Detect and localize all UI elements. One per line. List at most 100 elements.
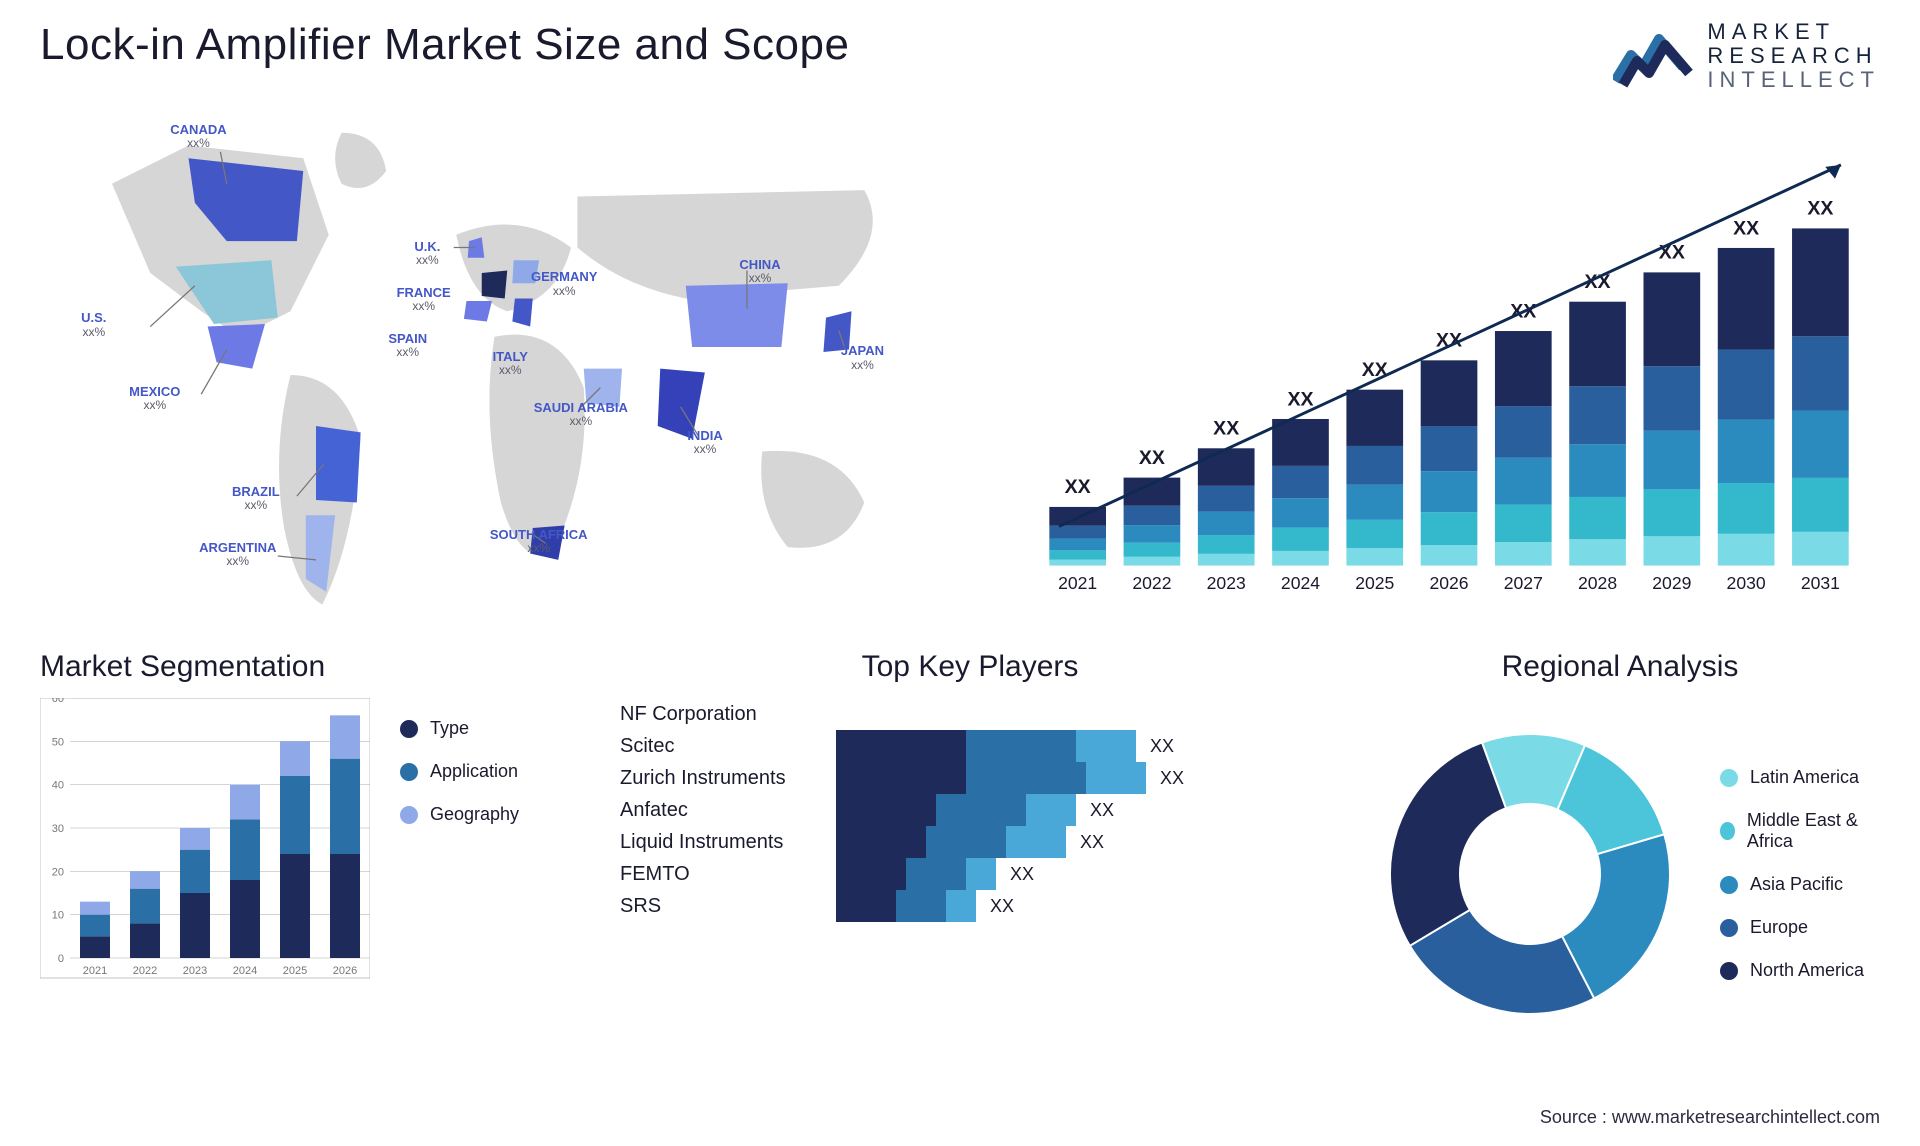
svg-text:2022: 2022 bbox=[133, 965, 157, 977]
map-label-italy: ITALYxx% bbox=[493, 350, 528, 377]
svg-text:XX: XX bbox=[1807, 198, 1833, 220]
key-player-bar-row: XX bbox=[836, 794, 1320, 826]
legend-label: Middle East & Africa bbox=[1747, 810, 1880, 852]
regional-legend-item: Asia Pacific bbox=[1720, 874, 1880, 895]
legend-swatch bbox=[400, 720, 418, 738]
svg-text:30: 30 bbox=[52, 823, 64, 835]
key-player-value: XX bbox=[1150, 736, 1174, 757]
key-player-bar-row: XX bbox=[836, 858, 1320, 890]
map-label-argentina: ARGENTINAxx% bbox=[199, 541, 276, 568]
legend-label: Asia Pacific bbox=[1750, 874, 1843, 895]
svg-text:20: 20 bbox=[52, 866, 64, 878]
logo-line1: MARKET bbox=[1707, 20, 1880, 44]
logo-line2: RESEARCH bbox=[1707, 44, 1880, 68]
legend-label: Geography bbox=[430, 804, 519, 825]
legend-swatch bbox=[1720, 962, 1738, 980]
svg-text:50: 50 bbox=[52, 736, 64, 748]
svg-text:60: 60 bbox=[52, 698, 64, 705]
key-player-name: FEMTO bbox=[620, 863, 820, 886]
map-label-china: CHINAxx% bbox=[739, 258, 780, 285]
key-player-value: XX bbox=[1160, 768, 1184, 789]
svg-text:XX: XX bbox=[1287, 388, 1313, 410]
key-player-bar-row: XX bbox=[836, 890, 1320, 922]
legend-label: North America bbox=[1750, 960, 1864, 981]
legend-label: Latin America bbox=[1750, 767, 1859, 788]
map-label-saudiarabia: SAUDI ARABIAxx% bbox=[534, 401, 628, 428]
key-player-name: Liquid Instruments bbox=[620, 831, 820, 854]
map-label-spain: SPAINxx% bbox=[388, 332, 427, 359]
segmentation-legend-item: Type bbox=[400, 718, 580, 739]
key-player-bar-row bbox=[836, 698, 1320, 730]
svg-text:2025: 2025 bbox=[1355, 573, 1394, 593]
map-label-brazil: BRAZILxx% bbox=[232, 485, 280, 512]
segmentation-legend: Type Application Geography bbox=[400, 698, 580, 998]
regional-title: Regional Analysis bbox=[1360, 650, 1880, 684]
legend-swatch bbox=[400, 806, 418, 824]
header: Lock-in Amplifier Market Size and Scope … bbox=[40, 0, 1880, 120]
key-player-value: XX bbox=[1090, 800, 1114, 821]
source-footer: Source : www.marketresearchintellect.com bbox=[1540, 1107, 1880, 1128]
regional-legend-item: North America bbox=[1720, 960, 1880, 981]
svg-text:2021: 2021 bbox=[83, 965, 107, 977]
logo-line3: INTELLECT bbox=[1707, 68, 1880, 92]
key-player-value: XX bbox=[1080, 832, 1104, 853]
segmentation-panel: Market Segmentation 0102030405060 202120… bbox=[40, 650, 580, 1050]
map-label-uk: U.K.xx% bbox=[414, 240, 440, 267]
key-player-bar-row: XX bbox=[836, 762, 1320, 794]
regional-donut bbox=[1380, 724, 1680, 1024]
svg-text:40: 40 bbox=[52, 780, 64, 792]
legend-label: Type bbox=[430, 718, 469, 739]
svg-text:XX: XX bbox=[1065, 476, 1091, 498]
svg-text:2031: 2031 bbox=[1801, 573, 1840, 593]
svg-text:0: 0 bbox=[58, 953, 64, 965]
regional-legend-item: Latin America bbox=[1720, 767, 1880, 788]
trend-svg: XX2021XX2022XX2023XX2024XX2025XX2026XX20… bbox=[1020, 120, 1880, 630]
key-player-name: SRS bbox=[620, 895, 820, 918]
key-player-name: Scitec bbox=[620, 735, 820, 758]
segmentation-chart: 0102030405060 202120222023202420252026 bbox=[40, 698, 370, 998]
svg-text:2022: 2022 bbox=[1132, 573, 1171, 593]
map-label-india: INDIAxx% bbox=[687, 429, 722, 456]
svg-text:2026: 2026 bbox=[333, 965, 357, 977]
svg-text:XX: XX bbox=[1139, 447, 1165, 469]
key-player-bar-row: XX bbox=[836, 826, 1320, 858]
map-label-canada: CANADAxx% bbox=[170, 123, 226, 150]
regional-legend-item: Middle East & Africa bbox=[1720, 810, 1880, 852]
legend-label: Europe bbox=[1750, 917, 1808, 938]
svg-text:2021: 2021 bbox=[1058, 573, 1097, 593]
regional-legend: Latin America Middle East & Africa Asia Pa… bbox=[1700, 767, 1880, 981]
legend-swatch bbox=[400, 763, 418, 781]
svg-text:2024: 2024 bbox=[233, 965, 257, 977]
world-map-chart: CANADAxx%U.S.xx%MEXICOxx%BRAZILxx%ARGENT… bbox=[40, 120, 1000, 630]
map-label-us: U.S.xx% bbox=[81, 311, 106, 338]
brand-logo: MARKET RESEARCH INTELLECT bbox=[1613, 20, 1880, 93]
map-label-japan: JAPANxx% bbox=[841, 344, 884, 371]
svg-text:2030: 2030 bbox=[1727, 573, 1766, 593]
key-player-value: XX bbox=[990, 896, 1014, 917]
legend-swatch bbox=[1720, 769, 1738, 787]
segmentation-legend-item: Application bbox=[400, 761, 580, 782]
key-player-name: NF Corporation bbox=[620, 703, 820, 726]
svg-text:2028: 2028 bbox=[1578, 573, 1617, 593]
map-label-germany: GERMANYxx% bbox=[531, 270, 597, 297]
legend-swatch bbox=[1720, 919, 1738, 937]
map-label-southafrica: SOUTH AFRICAxx% bbox=[490, 528, 588, 555]
page-title: Lock-in Amplifier Market Size and Scope bbox=[40, 20, 849, 70]
regional-legend-item: Europe bbox=[1720, 917, 1880, 938]
key-players-bars: XX XX XX XX XX XX bbox=[836, 698, 1320, 922]
svg-text:2029: 2029 bbox=[1652, 573, 1691, 593]
key-player-bar-row: XX bbox=[836, 730, 1320, 762]
key-players-names: NF Corporation Scitec Zurich Instruments An… bbox=[620, 698, 820, 922]
key-player-name: Zurich Instruments bbox=[620, 767, 820, 790]
key-player-name: Anfatec bbox=[620, 799, 820, 822]
regional-panel: Regional Analysis Latin America Middle Ea… bbox=[1360, 650, 1880, 1050]
svg-text:2027: 2027 bbox=[1504, 573, 1543, 593]
svg-text:2024: 2024 bbox=[1281, 573, 1320, 593]
key-players-panel: Top Key Players NF CorporationScitecZuri… bbox=[620, 650, 1320, 1050]
key-player-value: XX bbox=[1010, 864, 1034, 885]
svg-text:2023: 2023 bbox=[183, 965, 207, 977]
svg-text:XX: XX bbox=[1659, 242, 1685, 264]
svg-text:2025: 2025 bbox=[283, 965, 307, 977]
legend-swatch bbox=[1720, 822, 1735, 840]
legend-label: Application bbox=[430, 761, 518, 782]
